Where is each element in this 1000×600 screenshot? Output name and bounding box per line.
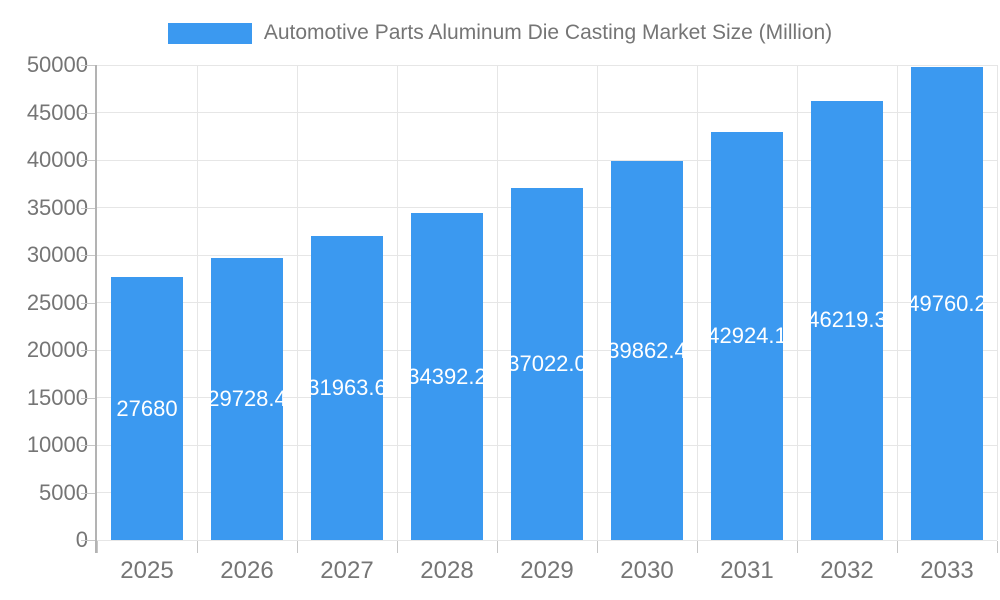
y-tick-label: 30000 [26,242,88,267]
y-tick-mark [81,492,95,494]
bar[interactable]: 27680 [111,277,183,540]
bar[interactable]: 42924.1 [711,132,783,540]
gridline-horizontal [97,112,997,113]
y-tick-label: 35000 [26,194,88,220]
y-tick-mark [81,255,95,256]
bar-value-label: 37022.0 [511,351,583,377]
legend-label: Automotive Parts Aluminum Die Casting Ma… [263,21,833,44]
y-axis-line [95,65,97,553]
x-tick-label: 2025 [120,557,174,584]
gridline-horizontal [97,159,997,161]
y-tick-label: 40000 [26,147,88,172]
x-tick-mark [396,541,398,553]
x-tick-mark [296,541,298,553]
y-tick-mark [81,160,95,161]
bar-value-label: 27680 [116,395,178,421]
gridline-horizontal [97,64,997,66]
legend[interactable]: Automotive Parts Aluminum Die Casting Ma… [0,18,1000,48]
y-tick-label: 5000 [39,479,88,505]
y-axis-labels: 0 5000 10000 15000 20000 25000 30000 35000 40000… [0,52,88,552]
x-tick-label: 2030 [620,557,674,584]
x-tick-mark [496,541,498,553]
x-tick-mark [896,541,898,553]
x-axis-labels: 2025 2026 2027 2028 2029 2030 2031 2032 2033 [97,556,997,590]
bar-value-label: 42924.1 [711,323,783,349]
y-tick-mark [81,397,95,399]
bar[interactable]: 31963.6 [311,236,383,540]
bar-value-label: 34392.2 [411,363,483,389]
x-tick-mark [996,541,998,553]
y-tick-mark [81,350,95,351]
bar[interactable]: 29728.4 [211,257,283,540]
y-tick-label: 0 [75,527,88,552]
gridline-vertical [496,65,498,540]
y-tick-mark [81,65,95,66]
y-tick-mark [81,207,95,209]
x-tick-label: 2029 [520,557,574,584]
bar[interactable]: 37022.0 [511,188,583,540]
x-tick-mark [96,541,98,553]
x-tick-mark [796,541,798,553]
bar-value-label: 31963.6 [311,375,383,401]
gridline-vertical [196,65,198,540]
gridline-vertical [596,65,598,540]
y-tick-label: 15000 [26,384,88,410]
y-tick-mark [81,112,95,114]
bar[interactable]: 39862.4 [611,161,683,540]
legend-swatch-icon [167,22,252,44]
bar[interactable]: 34392.2 [411,213,483,540]
x-tick-label: 2032 [820,557,874,584]
y-tick-label: 20000 [26,337,88,362]
plot-area: 27680 29728.4 31963.6 34392.2 37022.0 39862.4… [97,64,998,541]
x-tick-label: 2033 [920,557,974,584]
y-tick-label: 50000 [26,52,88,77]
x-tick-label: 2026 [220,557,274,584]
y-tick-mark [81,302,95,304]
bar[interactable]: 46219.3 [811,100,883,540]
gridline-vertical [296,65,298,540]
gridline-vertical [896,65,898,540]
x-tick-mark [696,541,698,553]
gridline-vertical [996,65,998,540]
bar-value-label: 29728.4 [211,385,283,411]
y-tick-mark [81,445,95,446]
x-tick-mark [596,541,598,553]
y-tick-label: 45000 [26,99,88,125]
x-tick-mark [196,541,198,553]
x-tick-label: 2031 [720,557,774,584]
bar[interactable]: 49760.2 [911,67,983,540]
y-tick-mark [81,540,95,541]
gridline-vertical [796,65,798,540]
x-tick-label: 2027 [320,557,374,584]
x-tick-label: 2028 [420,557,474,584]
y-tick-label: 25000 [26,289,88,315]
bar-value-label: 49760.2 [911,290,983,316]
gridline-horizontal [97,539,997,541]
gridline-vertical [396,65,398,540]
bar-value-label: 46219.3 [811,307,883,333]
bar-value-label: 39862.4 [611,337,683,363]
y-tick-label: 10000 [26,432,88,457]
gridline-vertical [696,65,698,540]
